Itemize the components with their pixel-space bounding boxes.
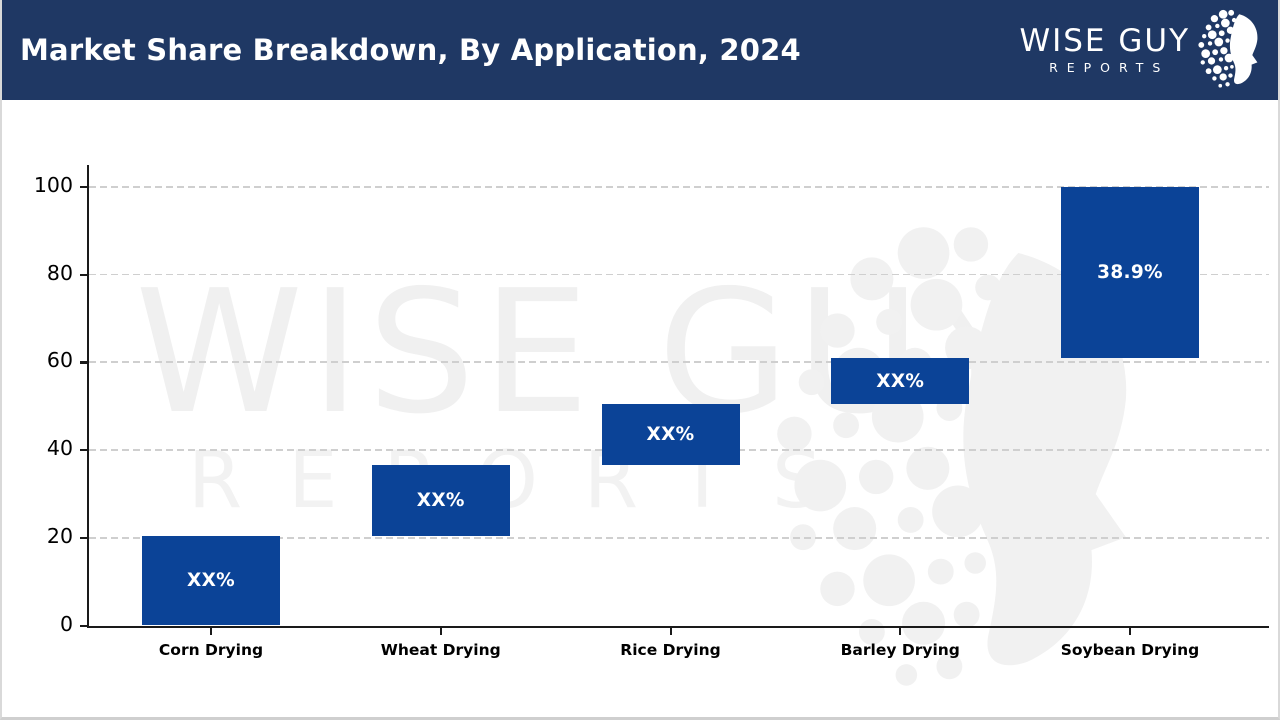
- y-tick-label: 60: [46, 348, 73, 373]
- x-tick-label-soybean-drying: Soybean Drying: [1060, 641, 1200, 659]
- x-axis-line: [86, 625, 1269, 629]
- chart-area: WISE GUY REPORTS 0 20 40 60 80 100 Corn Drying…: [0, 100, 1280, 720]
- bar-value-label-wheat-drying: XX%: [416, 490, 465, 512]
- x-tick-rice-drying: [669, 628, 672, 636]
- x-tick-corn-drying: [210, 628, 213, 636]
- y-tick-100: [80, 186, 89, 189]
- x-tick-label-rice-drying: Rice Drying: [620, 641, 721, 659]
- x-tick-wheat-drying: [439, 628, 442, 636]
- bar-corn-drying: XX%: [142, 536, 280, 626]
- y-axis-line: [86, 165, 89, 629]
- gridline-100: [89, 186, 1269, 188]
- bar-value-label-corn-drying: XX%: [187, 570, 235, 592]
- y-tick-20: [80, 536, 89, 539]
- logo-dot-head-icon: [1198, 9, 1258, 88]
- gridline-80: [89, 273, 1269, 276]
- y-tick-60: [80, 361, 89, 364]
- gridline-20: [89, 536, 1269, 539]
- x-tick-soybean-drying: [1129, 628, 1132, 636]
- bar-value-label-rice-drying: XX%: [646, 424, 695, 446]
- y-tick-label: 0: [59, 611, 73, 636]
- wise-guy-logo: WISE GUY REPORTS: [1019, 7, 1266, 93]
- y-tick-80: [80, 273, 89, 276]
- y-tick-40: [80, 449, 89, 452]
- x-tick-label-wheat-drying: Wheat Drying: [380, 641, 501, 659]
- y-tick-0: [80, 624, 89, 627]
- bar-rice-drying: XX%: [601, 404, 740, 466]
- bar-value-label-barley-drying: XX%: [876, 370, 925, 392]
- y-tick-label: 20: [46, 523, 73, 548]
- logo-reports-text: REPORTS: [1049, 59, 1170, 75]
- gridline-60: [89, 361, 1269, 364]
- logo-wiseguy-text: WISE GUY: [1019, 23, 1190, 60]
- x-tick-label-corn-drying: Corn Drying: [158, 641, 264, 659]
- header-bar: Market Share Breakdown, By Application, …: [0, 0, 1280, 100]
- bar-plot: 0 20 40 60 80 100 Corn Drying XX% Wheat Drying XX…: [0, 100, 1280, 720]
- bar-soybean-drying: 38.9%: [1061, 187, 1199, 358]
- y-tick-label: 80: [46, 260, 73, 285]
- bar-value-label-soybean-drying: 38.9%: [1097, 261, 1163, 283]
- y-tick-label: 40: [46, 436, 73, 461]
- x-tick-barley-drying: [899, 628, 902, 636]
- y-tick-label: 100: [33, 173, 73, 197]
- x-tick-label-barley-drying: Barley Drying: [840, 641, 960, 659]
- bar-barley-drying: XX%: [831, 357, 970, 405]
- bar-wheat-drying: XX%: [371, 465, 510, 537]
- logo-text: WISE GUY REPORTS: [1019, 25, 1190, 75]
- page-title: Market Share Breakdown, By Application, …: [20, 33, 801, 67]
